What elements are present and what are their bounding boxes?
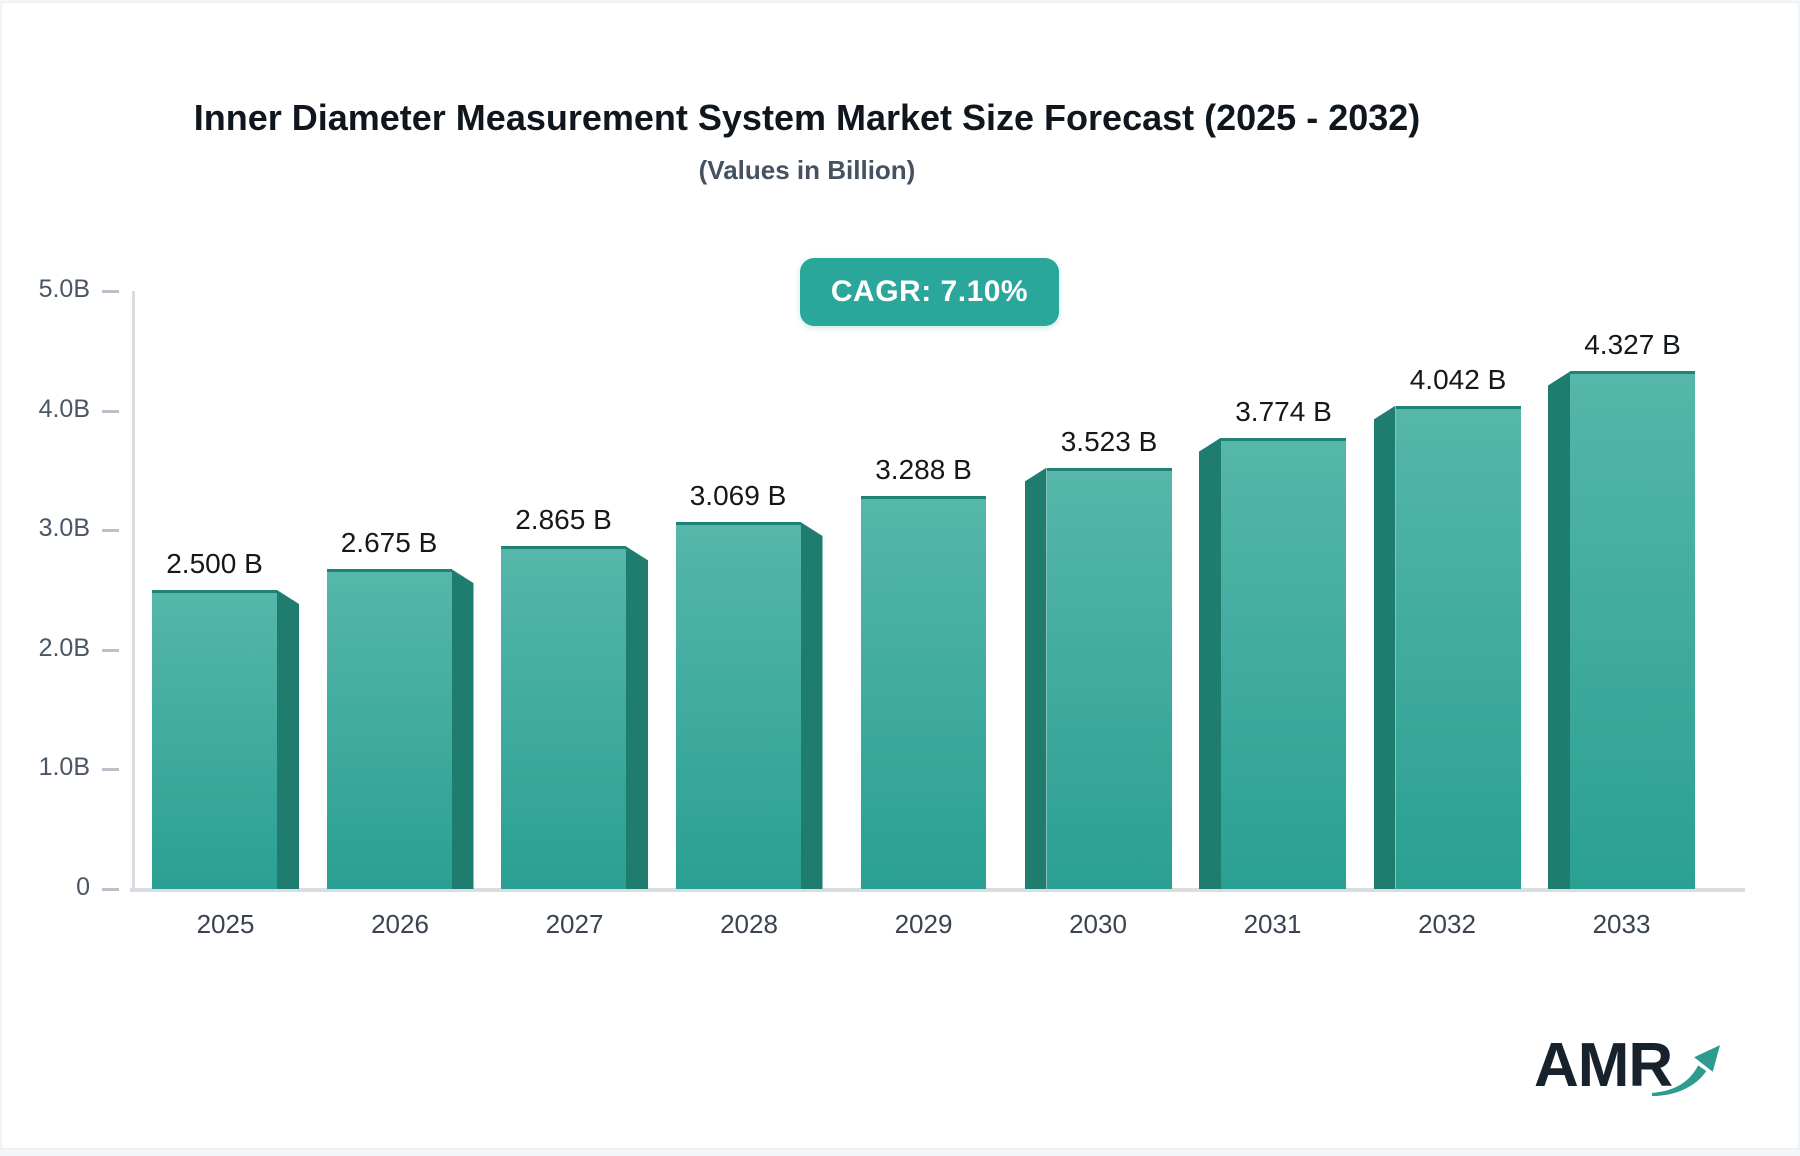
x-axis-category-label: 2031 xyxy=(1243,909,1302,939)
y-axis-tick-mark xyxy=(102,409,119,413)
x-axis-category-label: 2033 xyxy=(1592,909,1651,939)
y-axis-tick-mark xyxy=(102,768,119,772)
y-axis-tick-mark xyxy=(102,888,119,891)
x-axis-category-label: 2029 xyxy=(894,909,953,939)
bar-2028 xyxy=(675,521,801,889)
bar-chart: 5.0B 4.0B 3.0B 2.0B 1.0B 0 2.500 B 2025 2.675 B 2… xyxy=(2,3,1798,1148)
bar-value-label: 2.500 B xyxy=(166,548,263,579)
cagr-badge-label: CAGR: 7.10% xyxy=(830,275,1029,308)
bar-value-label: 3.288 B xyxy=(875,453,972,485)
growth-arrow-icon xyxy=(1652,1045,1720,1097)
bar-2027 xyxy=(501,546,626,889)
chart-title: Inner Diameter Measurement System Market… xyxy=(193,97,1421,138)
bar-2031 xyxy=(1221,437,1346,889)
x-axis-category-label: 2030 xyxy=(1069,909,1127,939)
x-axis-category-label: 2027 xyxy=(545,909,604,939)
bar-side-panel xyxy=(626,546,648,889)
bar-side-panel xyxy=(800,521,823,889)
x-axis-category-label: 2028 xyxy=(720,909,778,939)
bar-value-label: 4.327 B xyxy=(1584,329,1681,361)
bar-value-label: 3.069 B xyxy=(689,479,787,511)
x-axis-category-label: 2032 xyxy=(1418,909,1476,939)
y-axis-tick-label: 3.0B xyxy=(38,514,90,543)
bar-value-label: 2.675 B xyxy=(340,527,438,559)
bar-2026 xyxy=(326,569,452,889)
y-axis-tick-mark xyxy=(102,529,119,533)
bar-value-label: 3.774 B xyxy=(1235,395,1332,427)
amr-logo-text: AMR xyxy=(1534,1031,1673,1100)
amr-logo: AMR xyxy=(1534,1031,1724,1111)
x-axis-category-label: 2025 xyxy=(196,909,255,939)
bar-2030 xyxy=(1046,467,1172,889)
y-axis-tick-label: 4.0B xyxy=(38,394,90,423)
x-axis-category-label: 2026 xyxy=(371,909,429,939)
cagr-badge: CAGR: 7.10% xyxy=(800,258,1059,326)
y-axis-tick-label: 1.0B xyxy=(38,753,90,782)
y-axis-tick-mark xyxy=(102,648,119,652)
x-axis-baseline xyxy=(130,888,1745,892)
bar-side-panel xyxy=(1024,467,1047,889)
bar-side-panel xyxy=(1373,405,1396,889)
y-axis-line xyxy=(132,291,135,889)
bar-value-label: 4.042 B xyxy=(1409,363,1507,395)
y-axis-tick-label: 2.0B xyxy=(38,633,90,662)
bar-2033 xyxy=(1570,371,1695,889)
bar-2029 xyxy=(861,495,986,889)
bar-2025 xyxy=(152,590,277,889)
bar-value-label: 3.523 B xyxy=(1060,425,1158,457)
bar-value-label: 2.865 B xyxy=(515,504,612,536)
bar-side-panel xyxy=(277,590,299,889)
y-axis-tick-mark xyxy=(102,290,119,293)
bar-side-panel xyxy=(451,569,474,889)
chart-subtitle: (Values in Billion) xyxy=(698,155,916,185)
bar-2032 xyxy=(1395,405,1521,889)
y-axis-tick-label: 5.0B xyxy=(38,275,90,303)
bar-side-panel xyxy=(1199,437,1221,889)
bar-side-panel xyxy=(1548,371,1570,889)
y-axis-tick-label: 0 xyxy=(76,873,90,901)
chart-header: Inner Diameter Measurement System Market… xyxy=(2,95,1612,186)
